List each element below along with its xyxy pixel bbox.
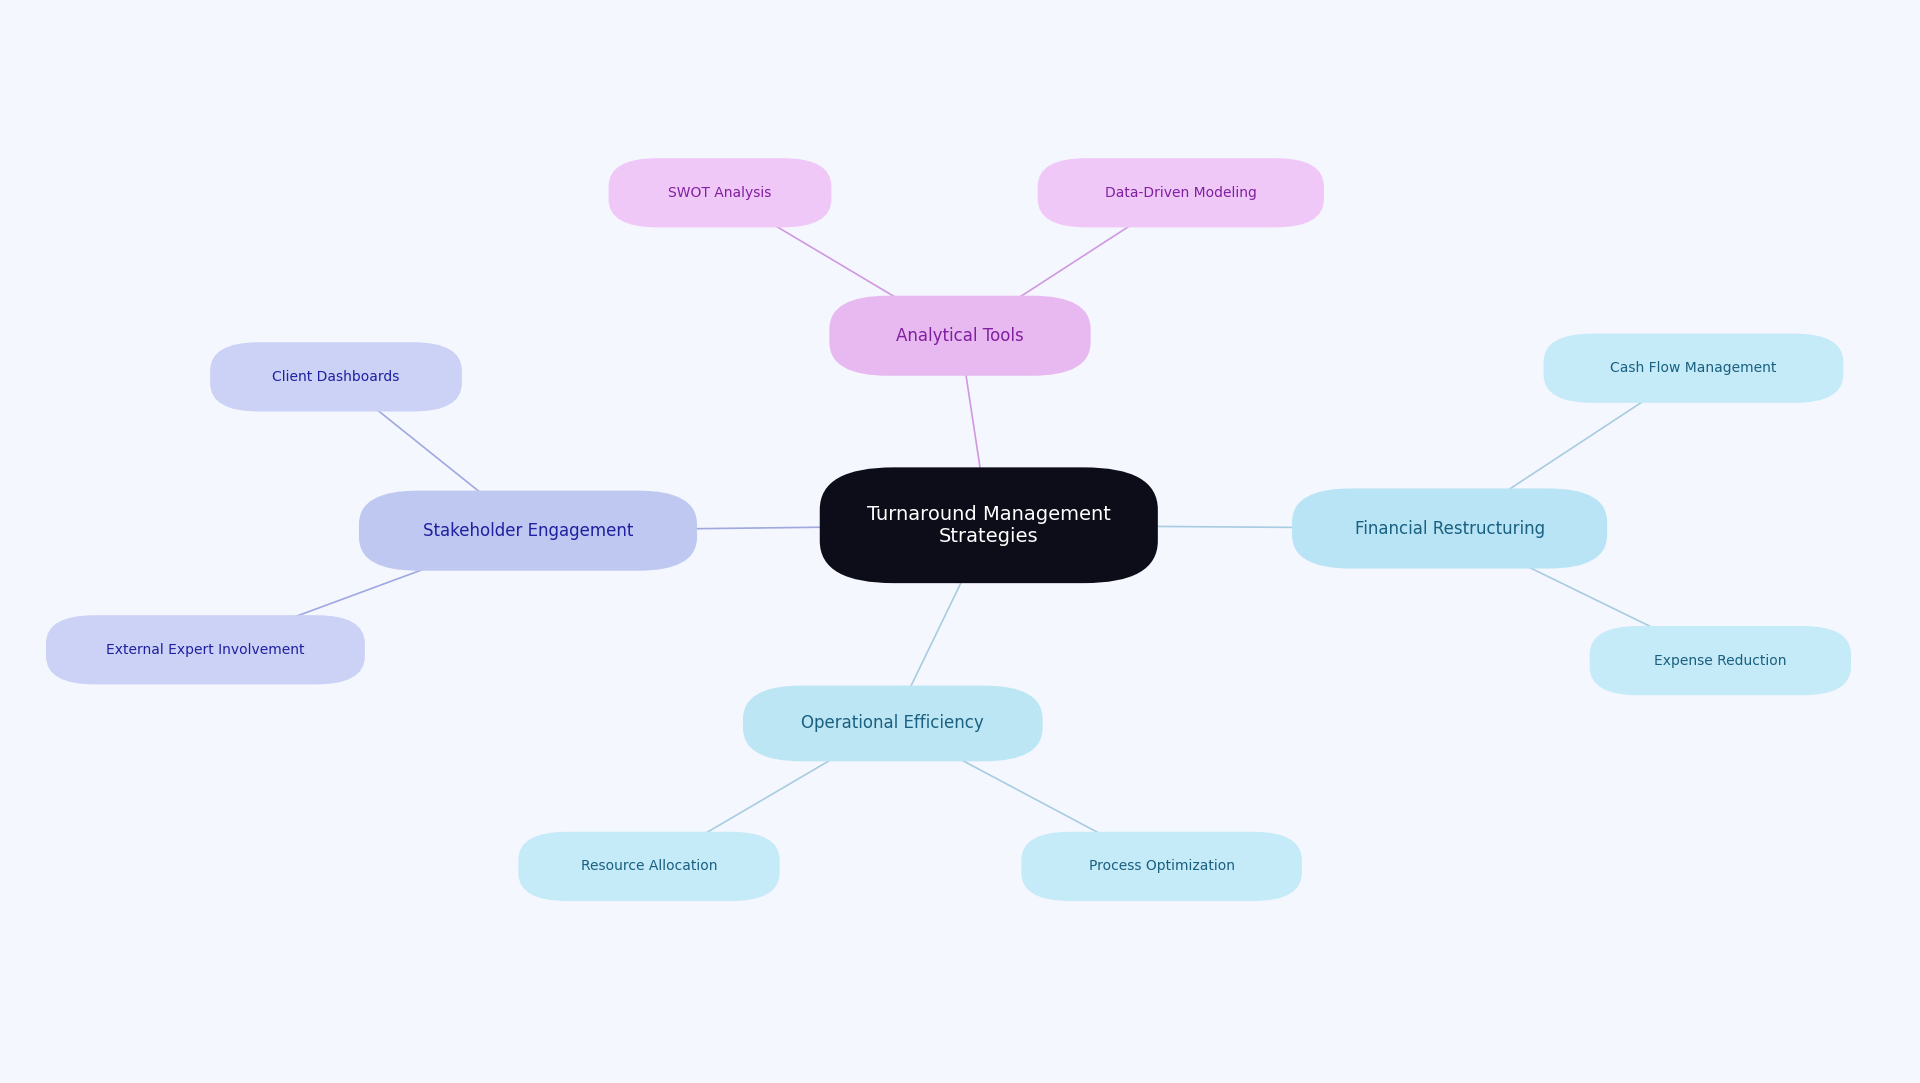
FancyBboxPatch shape [611, 159, 829, 226]
FancyBboxPatch shape [1294, 490, 1605, 567]
FancyBboxPatch shape [1590, 627, 1851, 694]
Text: Turnaround Management
Strategies: Turnaround Management Strategies [866, 505, 1112, 546]
FancyBboxPatch shape [745, 687, 1041, 760]
Text: Data-Driven Modeling: Data-Driven Modeling [1104, 186, 1258, 199]
Text: Analytical Tools: Analytical Tools [897, 327, 1023, 344]
Text: Process Optimization: Process Optimization [1089, 860, 1235, 873]
Text: Expense Reduction: Expense Reduction [1653, 654, 1788, 667]
FancyBboxPatch shape [822, 469, 1156, 583]
Text: Operational Efficiency: Operational Efficiency [801, 715, 985, 732]
FancyBboxPatch shape [1544, 335, 1843, 402]
Text: SWOT Analysis: SWOT Analysis [668, 186, 772, 199]
FancyBboxPatch shape [829, 297, 1089, 375]
Text: Cash Flow Management: Cash Flow Management [1611, 362, 1776, 375]
Text: Financial Restructuring: Financial Restructuring [1354, 520, 1546, 537]
FancyBboxPatch shape [211, 343, 461, 410]
Text: Client Dashboards: Client Dashboards [273, 370, 399, 383]
Text: Resource Allocation: Resource Allocation [580, 860, 718, 873]
Text: Stakeholder Engagement: Stakeholder Engagement [422, 522, 634, 539]
FancyBboxPatch shape [1021, 833, 1302, 900]
FancyBboxPatch shape [46, 616, 365, 683]
FancyBboxPatch shape [518, 833, 780, 900]
FancyBboxPatch shape [1039, 159, 1323, 226]
Text: External Expert Involvement: External Expert Involvement [106, 643, 305, 656]
FancyBboxPatch shape [361, 492, 697, 570]
